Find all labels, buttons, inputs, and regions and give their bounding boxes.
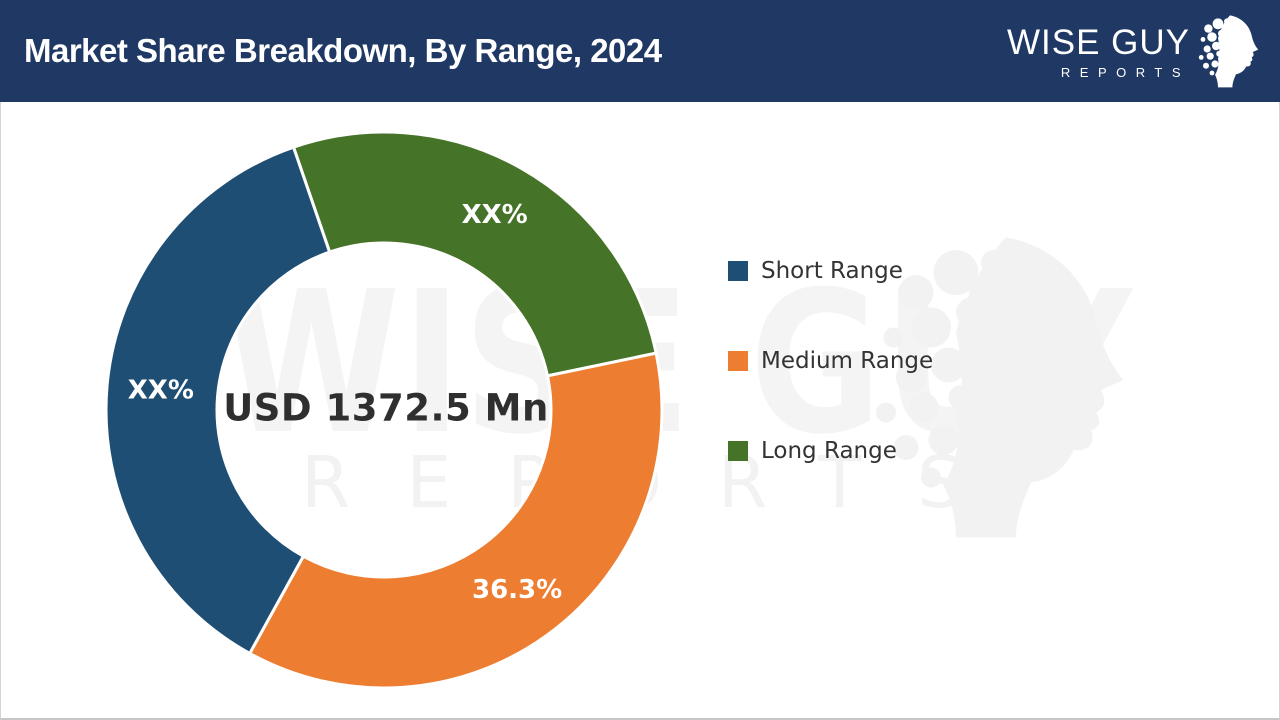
page-title: Market Share Breakdown, By Range, 2024 bbox=[24, 32, 662, 69]
logo-wordmark: WISE GUY bbox=[1006, 23, 1190, 62]
slice-label-medium-range: 36.3% bbox=[472, 575, 562, 605]
donut-chart: XX% 36.3% XX% bbox=[104, 130, 664, 690]
slice-label-long-range: XX% bbox=[462, 200, 528, 230]
donut-segment-medium-range bbox=[248, 351, 664, 690]
legend-item-medium-range: Medium Range bbox=[728, 349, 933, 373]
legend-swatch-long-range bbox=[728, 441, 748, 461]
slice-label-short-range: XX% bbox=[128, 376, 194, 406]
legend-swatch-short-range bbox=[728, 261, 748, 281]
legend-label-long-range: Long Range bbox=[761, 438, 897, 464]
donut-segment-long-range bbox=[291, 130, 658, 378]
donut-segment-short-range bbox=[104, 145, 332, 655]
chart-area: WISE GUY REPORTS XX% 36.3% XX% USD 1372.5 … bbox=[0, 102, 1280, 720]
wiseguy-logo: WISE GUY REPORTS bbox=[1007, 5, 1266, 99]
legend-label-medium-range: Medium Range bbox=[761, 348, 934, 374]
legend-item-long-range: Long Range bbox=[728, 439, 933, 463]
wiseguy-logo-text: WISE GUY REPORTS bbox=[1006, 23, 1190, 81]
chart-legend: Short Range Medium Range Long Range bbox=[728, 259, 933, 463]
logo-subtitle: REPORTS bbox=[1060, 65, 1190, 80]
donut-center-value: USD 1372.5 Mn bbox=[223, 386, 549, 430]
wiseguy-head-icon bbox=[1198, 15, 1259, 88]
legend-label-short-range: Short Range bbox=[761, 258, 903, 284]
legend-item-short-range: Short Range bbox=[728, 259, 933, 283]
watermark-head-icon bbox=[876, 237, 1124, 538]
legend-swatch-medium-range bbox=[728, 351, 748, 371]
header-bar: Market Share Breakdown, By Range, 2024 W… bbox=[0, 0, 1280, 102]
